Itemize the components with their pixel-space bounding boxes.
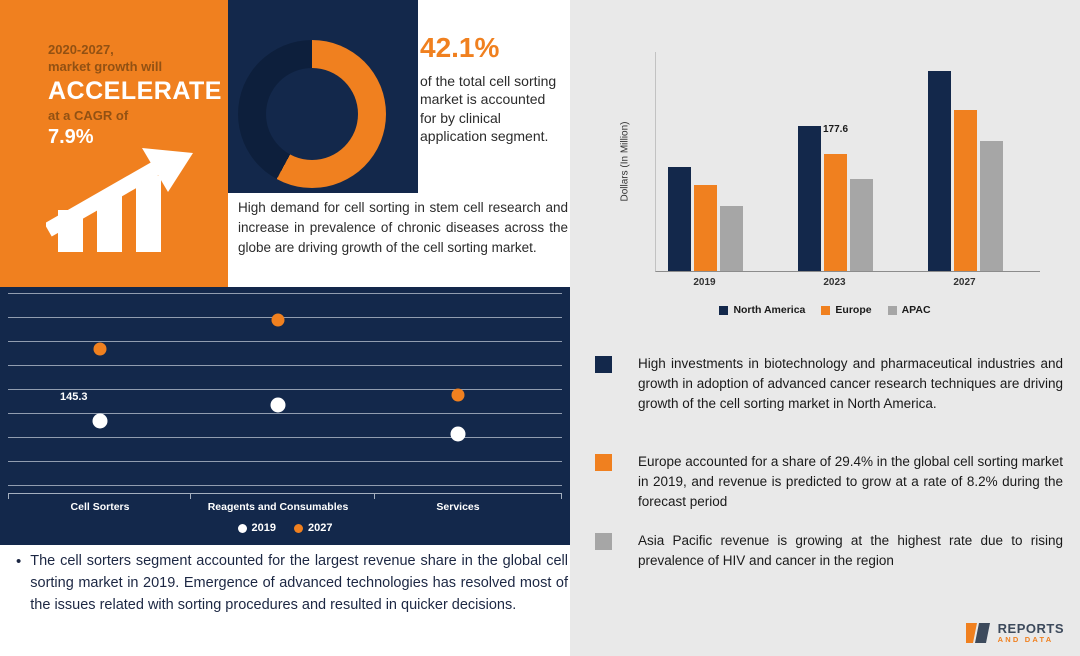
- growth-headline: ACCELERATE: [48, 76, 222, 105]
- bar-x-label-2027: 2027: [953, 277, 976, 288]
- bar-legend-label: North America: [733, 304, 806, 316]
- clinical-stat-value: 42.1%: [420, 32, 500, 63]
- dot-chart-axis-tick: [374, 494, 375, 499]
- north-america-bullet-text: High investments in biotechnology and ph…: [638, 356, 1063, 411]
- north-america-bullet: High investments in biotechnology and ph…: [595, 354, 1063, 414]
- donut-panel: [228, 0, 418, 193]
- dot-chart-axis-tick: [561, 494, 562, 499]
- apac-bullet-marker: [595, 533, 612, 550]
- intro-paragraph: High demand for cell sorting in stem cel…: [238, 200, 568, 255]
- donut-chart: [238, 40, 386, 188]
- bar-chart-legend: North America Europe APAC: [570, 304, 1080, 316]
- reports-and-data-logo: REPORTS AND DATA: [965, 622, 1064, 644]
- dot-chart-axis: [8, 493, 562, 494]
- cell-sorters-note-text: The cell sorters segment accounted for t…: [30, 553, 568, 613]
- bar-north-america-2027: [928, 71, 951, 271]
- dot-chart-gridline: [8, 341, 562, 342]
- donut-hole: [266, 68, 358, 160]
- bar-legend-label: Europe: [835, 304, 872, 316]
- dot-chart-axis-tick: [8, 494, 9, 499]
- bar-apac-2019: [720, 206, 743, 271]
- regional-panel: Dollars (In Million) 177.6 2019 2023 2027 …: [570, 0, 1080, 656]
- reports-and-data-logo-icon: [965, 623, 990, 644]
- clinical-stat-description: of the total cell sorting market is acco…: [420, 73, 557, 145]
- growth-highlight-block: 2020-2027, market growth will ACCELERATE…: [0, 0, 228, 287]
- dot-chart-gridline: [8, 317, 562, 318]
- dot-2019-services: [450, 426, 466, 442]
- growth-subline: market growth will: [48, 58, 163, 74]
- apac-bullet: Asia Pacific revenue is growing at the h…: [595, 531, 1063, 571]
- dot-legend-swatch: [237, 523, 247, 533]
- dot-2027-cell-sorters: [93, 342, 107, 356]
- dot-chart-gridline: [8, 485, 562, 486]
- bar-chart-x-labels: 2019 2023 2027: [655, 277, 1040, 288]
- north-america-bullet-marker: [595, 356, 612, 373]
- growth-period: 2020-2027,: [48, 42, 114, 57]
- dot-2027-reagents-and-consumables: [271, 313, 285, 327]
- dot-chart-gridline: [8, 365, 562, 366]
- dot-chart-axis-tick: [190, 494, 191, 499]
- cagr-value: 7.9%: [48, 125, 94, 148]
- bar-europe-2023: [824, 154, 847, 271]
- dot-legend-label: 2019: [251, 522, 276, 534]
- segment-dot-chart-panel: 145.3 Cell Sorters Reagents and Consumabl…: [0, 287, 570, 545]
- bar-value-label: 177.6: [823, 124, 849, 135]
- dot-legend-item-2027: 2027: [294, 522, 332, 534]
- bar-legend-label: APAC: [901, 304, 931, 316]
- logo-text-and-data: AND DATA: [997, 634, 1054, 644]
- bar-legend-item-europe: Europe: [821, 304, 872, 316]
- bar-europe-2019: [694, 185, 717, 271]
- europe-bullet-marker: [595, 454, 612, 471]
- dot-2019-cell-sorters: [92, 413, 108, 429]
- apac-bullet-text: Asia Pacific revenue is growing at the h…: [638, 533, 1063, 568]
- dot-2027-services: [451, 388, 465, 402]
- bar-europe-2027: [954, 110, 977, 271]
- dot-chart-gridline: [8, 461, 562, 462]
- dot-legend-item-2019: 2019: [237, 522, 276, 534]
- dot-2019-reagents-and-consumables: [270, 397, 286, 413]
- dot-chart-plot: 145.3: [0, 287, 570, 545]
- cagr-caption: at a CAGR of: [48, 107, 129, 123]
- bar-legend-item-north-america: North America: [719, 304, 805, 316]
- europe-bullet-text: Europe accounted for a share of 29.4% in…: [638, 454, 1063, 509]
- bar-north-america-2023: 177.6: [798, 124, 848, 271]
- dot-value-label: 145.3: [60, 391, 88, 404]
- dot-chart-gridline: [8, 293, 562, 294]
- dot-legend-swatch: [294, 523, 303, 533]
- dot-chart-gridline: [8, 437, 562, 438]
- europe-bullet: Europe accounted for a share of 29.4% in…: [595, 452, 1063, 512]
- bar-apac-2023: [850, 179, 873, 271]
- dot-chart-gridline: [8, 413, 562, 414]
- dot-chart-legend: 2019 2027: [0, 522, 570, 534]
- bar-legend-item-apac: APAC: [887, 304, 931, 316]
- cell-sorters-note: • The cell sorters segment accounted for…: [16, 551, 568, 616]
- bar-group-2019: [668, 167, 743, 271]
- bar-legend-swatch: [821, 305, 831, 315]
- bar-legend-swatch: [887, 305, 897, 315]
- bar-x-label-2023: 2023: [823, 277, 846, 288]
- logo-text-reports: REPORTS: [997, 621, 1064, 637]
- bar-x-label-2019: 2019: [693, 277, 716, 288]
- bar-chart-y-axis-label: Dollars (In Million): [619, 121, 631, 202]
- bar-group-2027: [928, 71, 1003, 271]
- bullet-marker: •: [16, 553, 22, 570]
- bar-legend-swatch: [719, 305, 729, 315]
- dot-legend-label: 2027: [308, 522, 333, 534]
- bar-chart-plot: 177.6: [655, 52, 1040, 272]
- clinical-stat: 42.1% of the total cell sorting market i…: [420, 0, 565, 196]
- bar-north-america-2019: [668, 167, 691, 271]
- bar-apac-2027: [980, 141, 1003, 271]
- growth-chart-icon: [46, 148, 193, 252]
- bar-group-2023: 177.6: [798, 124, 873, 271]
- dot-chart-gridline: [8, 389, 562, 390]
